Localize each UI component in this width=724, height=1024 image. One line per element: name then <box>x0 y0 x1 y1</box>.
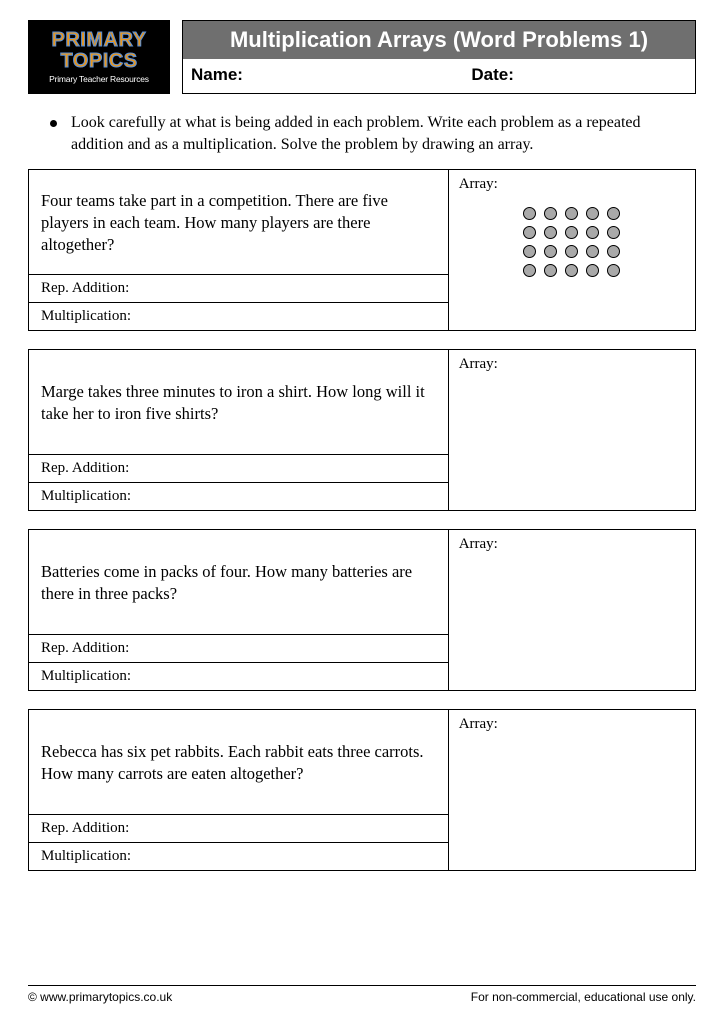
array-panel: Array: <box>448 530 695 690</box>
multiplication-row: Multiplication: <box>29 842 448 870</box>
instruction-text: Look carefully at what is being added in… <box>71 112 686 155</box>
bullet-icon <box>50 120 57 127</box>
dot-icon <box>565 245 578 258</box>
dot-icon <box>544 264 557 277</box>
dot-icon <box>565 207 578 220</box>
footer-left: © www.primarytopics.co.uk <box>28 990 172 1004</box>
array-label: Array: <box>459 176 685 193</box>
dot-icon <box>565 226 578 239</box>
dot-icon <box>523 264 536 277</box>
name-date-row: Name: Date: <box>183 59 695 91</box>
question-text: Batteries come in packs of four. How man… <box>29 530 448 634</box>
array-panel: Array: <box>448 710 695 870</box>
logo-sub: Primary Teacher Resources <box>49 74 149 84</box>
page-title: Multiplication Arrays (Word Problems 1) <box>183 21 695 59</box>
question-text: Rebecca has six pet rabbits. Each rabbit… <box>29 710 448 814</box>
dot-icon <box>544 226 557 239</box>
logo-line2: TOPICS <box>60 51 137 72</box>
rep-addition-row: Rep. Addition: <box>29 634 448 662</box>
dot-icon <box>523 245 536 258</box>
array-label: Array: <box>459 356 685 373</box>
problem-4: Rebecca has six pet rabbits. Each rabbit… <box>28 709 696 871</box>
array-label: Array: <box>459 716 685 733</box>
dot-icon <box>565 264 578 277</box>
dot-icon <box>607 207 620 220</box>
dots-row <box>523 264 620 277</box>
dot-icon <box>586 207 599 220</box>
multiplication-row: Multiplication: <box>29 302 448 330</box>
dot-icon <box>523 207 536 220</box>
problem-2: Marge takes three minutes to iron a shir… <box>28 349 696 511</box>
dot-icon <box>586 245 599 258</box>
instruction-row: Look carefully at what is being added in… <box>38 112 686 155</box>
array-label: Array: <box>459 536 685 553</box>
array-panel: Array: <box>448 170 695 330</box>
problem-left: Rebecca has six pet rabbits. Each rabbit… <box>29 710 448 870</box>
problem-3: Batteries come in packs of four. How man… <box>28 529 696 691</box>
name-label: Name: <box>191 65 471 85</box>
rep-addition-row: Rep. Addition: <box>29 274 448 302</box>
logo: PRIMARY TOPICS Primary Teacher Resources <box>28 20 170 94</box>
dot-icon <box>586 226 599 239</box>
question-text: Four teams take part in a competition. T… <box>29 170 448 274</box>
footer: © www.primarytopics.co.uk For non-commer… <box>28 985 696 1004</box>
multiplication-row: Multiplication: <box>29 482 448 510</box>
date-label: Date: <box>471 65 687 85</box>
dot-icon <box>544 207 557 220</box>
problem-left: Marge takes three minutes to iron a shir… <box>29 350 448 510</box>
array-panel: Array: <box>448 350 695 510</box>
dot-icon <box>586 264 599 277</box>
dot-icon <box>523 226 536 239</box>
title-block: Multiplication Arrays (Word Problems 1) … <box>182 20 696 94</box>
problems-container: Four teams take part in a competition. T… <box>28 169 696 871</box>
dot-icon <box>607 264 620 277</box>
question-text: Marge takes three minutes to iron a shir… <box>29 350 448 454</box>
problem-left: Four teams take part in a competition. T… <box>29 170 448 330</box>
header: PRIMARY TOPICS Primary Teacher Resources… <box>28 20 696 94</box>
problem-1: Four teams take part in a competition. T… <box>28 169 696 331</box>
dots-row <box>523 207 620 220</box>
dot-icon <box>544 245 557 258</box>
problem-left: Batteries come in packs of four. How man… <box>29 530 448 690</box>
logo-line1: PRIMARY <box>52 30 147 51</box>
dots-row <box>523 245 620 258</box>
dot-icon <box>607 245 620 258</box>
rep-addition-row: Rep. Addition: <box>29 814 448 842</box>
multiplication-row: Multiplication: <box>29 662 448 690</box>
array-dots <box>459 207 685 277</box>
dot-icon <box>607 226 620 239</box>
footer-right: For non-commercial, educational use only… <box>471 990 696 1004</box>
dots-row <box>523 226 620 239</box>
rep-addition-row: Rep. Addition: <box>29 454 448 482</box>
